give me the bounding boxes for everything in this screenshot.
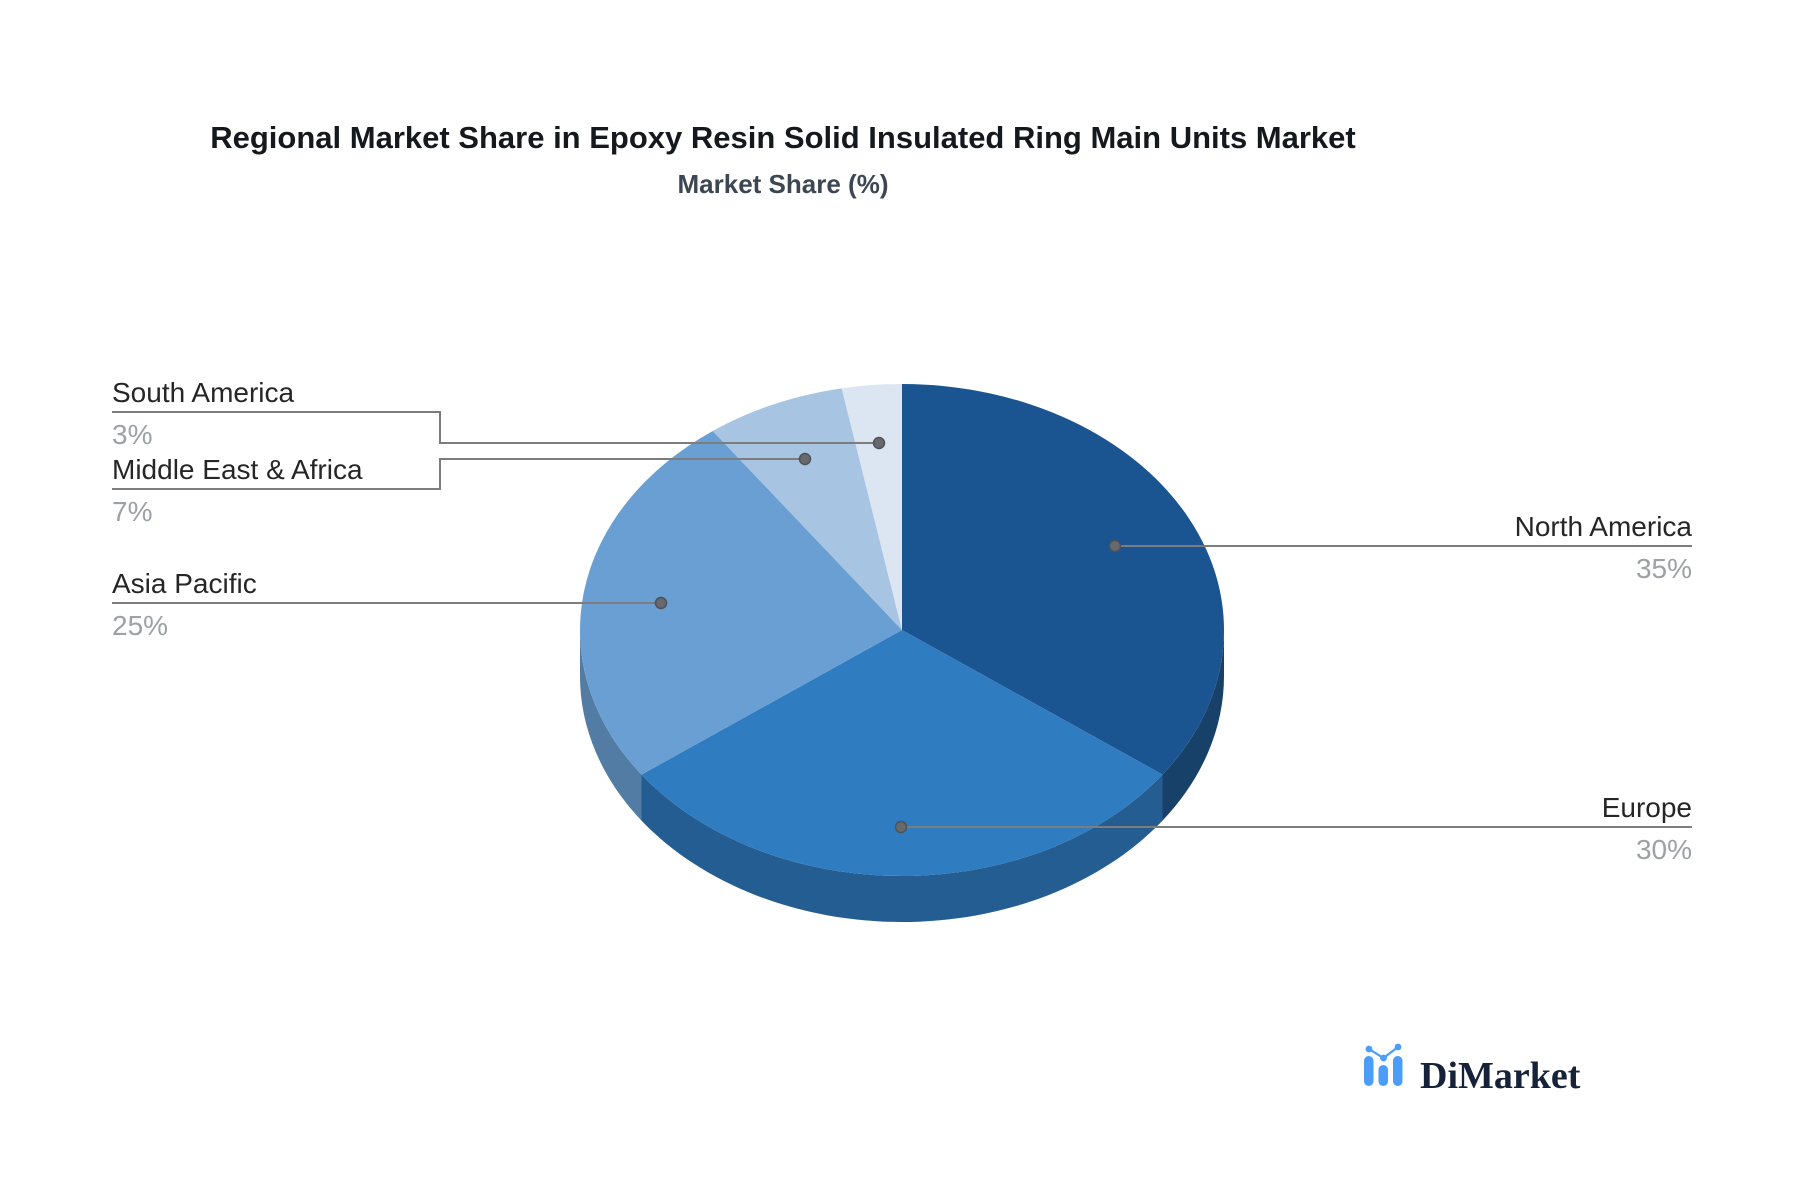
logo-text: DiMarket	[1420, 1055, 1581, 1097]
slice-label-south-america: South America	[112, 377, 295, 408]
pie-slice-europe[interactable]	[641, 630, 1163, 876]
leader-line-south-america	[112, 411, 879, 444]
pie-slice-middle-east-africa[interactable]	[712, 388, 902, 630]
leader-dot-middle-east-africa	[798, 452, 812, 466]
leader-dot-asia-pacific	[654, 596, 668, 610]
slice-label-europe: Europe	[1602, 792, 1692, 823]
chart-title: Regional Market Share in Epoxy Resin Sol…	[210, 120, 1356, 155]
slice-percent-north-america: 35%	[1636, 553, 1692, 584]
slice-labels: North America 35% Europe 30% Asia Pacific 25%…	[112, 377, 1692, 865]
pie-tops	[580, 384, 1224, 876]
pie-slice-side-north-america	[1162, 630, 1224, 821]
pie-slice-north-america[interactable]	[902, 384, 1224, 775]
pie-slice-side-europe	[641, 774, 1163, 922]
slice-percent-middle-east-africa: 7%	[112, 496, 152, 527]
slice-label-asia-pacific: Asia Pacific	[112, 568, 257, 599]
pie-walls	[580, 630, 1224, 922]
leader-dot-south-america	[872, 436, 886, 450]
pie-slice-south-america[interactable]	[841, 384, 902, 630]
logo: DiMarket	[1364, 1043, 1581, 1097]
leader-line-middle-east-africa	[112, 458, 805, 490]
pie-slice-asia-pacific[interactable]	[580, 430, 902, 775]
slice-percent-asia-pacific: 25%	[112, 610, 168, 641]
leader-dot-north-america	[1108, 539, 1122, 553]
slice-percent-south-america: 3%	[112, 419, 152, 450]
bar-chart-icon	[1364, 1043, 1403, 1086]
pie-slice-side-asia-pacific	[580, 630, 642, 821]
leader-dot-europe	[894, 820, 908, 834]
chart-subtitle: Market Share (%)	[678, 169, 889, 199]
leader-lines	[112, 411, 1692, 834]
slice-percent-europe: 30%	[1636, 834, 1692, 865]
slice-label-north-america: North America	[1515, 511, 1693, 542]
slice-label-middle-east-africa: Middle East & Africa	[112, 454, 363, 485]
